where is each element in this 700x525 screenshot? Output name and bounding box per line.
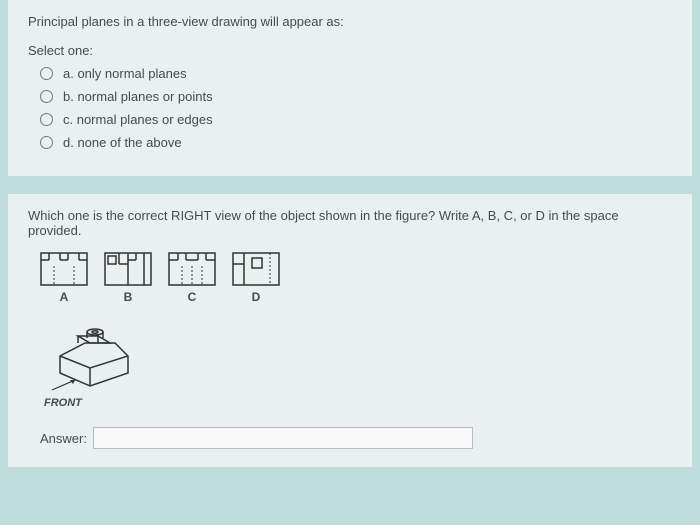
option-d-label: d. none of the above	[63, 135, 182, 150]
figure-b-label: B	[124, 290, 133, 304]
question-1-block: Principal planes in a three-view drawing…	[8, 0, 692, 176]
question-2-prompt: Which one is the correct RIGHT view of t…	[28, 208, 672, 238]
question-1-prompt: Principal planes in a three-view drawing…	[28, 14, 672, 29]
figure-a: A	[40, 252, 88, 304]
radio-icon	[40, 113, 53, 126]
option-b[interactable]: b. normal planes or points	[40, 89, 672, 104]
front-label: FRONT	[44, 397, 672, 409]
option-d[interactable]: d. none of the above	[40, 135, 672, 150]
option-c-label: c. normal planes or edges	[63, 112, 213, 127]
figure-a-icon	[40, 252, 88, 286]
figure-b: B	[104, 252, 152, 304]
answer-row: Answer:	[40, 427, 672, 449]
radio-icon	[40, 67, 53, 80]
figure-b-icon	[104, 252, 152, 286]
figure-c-label: C	[188, 290, 197, 304]
answer-input[interactable]	[93, 427, 473, 449]
radio-icon	[40, 90, 53, 103]
answer-label: Answer:	[40, 431, 87, 446]
figure-a-label: A	[60, 290, 69, 304]
figures-row: A B	[40, 252, 672, 304]
figure-d-icon	[232, 252, 280, 286]
figure-c: C	[168, 252, 216, 304]
question-2-block: Which one is the correct RIGHT view of t…	[8, 194, 692, 467]
isometric-object: FRONT	[40, 318, 672, 409]
select-one-label: Select one:	[28, 43, 672, 58]
figure-c-icon	[168, 252, 216, 286]
option-a-label: a. only normal planes	[63, 66, 187, 81]
radio-icon	[40, 136, 53, 149]
figure-d-label: D	[252, 290, 261, 304]
figure-d: D	[232, 252, 280, 304]
option-b-label: b. normal planes or points	[63, 89, 213, 104]
option-c[interactable]: c. normal planes or edges	[40, 112, 672, 127]
isometric-icon	[40, 318, 150, 398]
option-a[interactable]: a. only normal planes	[40, 66, 672, 81]
